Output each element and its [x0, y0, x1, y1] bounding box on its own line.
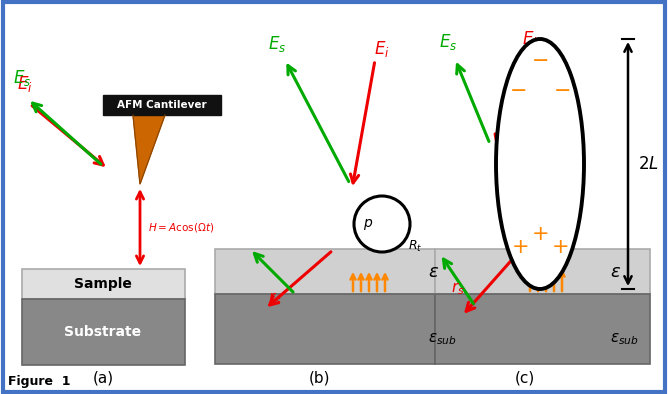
Text: $-$: $-$: [510, 79, 526, 99]
Text: $E_s$: $E_s$: [268, 34, 286, 54]
Text: (c): (c): [515, 370, 535, 385]
Text: $+$: $+$: [551, 237, 568, 257]
Text: $r_s$: $r_s$: [269, 291, 282, 307]
Text: $E_i$: $E_i$: [17, 74, 33, 94]
Bar: [435, 294, 650, 364]
Text: $-$: $-$: [553, 79, 570, 99]
Text: $E_i$: $E_i$: [522, 29, 538, 49]
Text: $R_t$: $R_t$: [408, 238, 422, 254]
Text: (a): (a): [92, 370, 114, 385]
Text: $\epsilon_{sub}$: $\epsilon_{sub}$: [428, 331, 457, 347]
Text: $r_s$: $r_s$: [451, 281, 465, 297]
Text: $2L$: $2L$: [638, 155, 659, 173]
Text: $+$: $+$: [531, 224, 548, 244]
Bar: [215, 249, 435, 294]
Ellipse shape: [496, 39, 584, 289]
Bar: [103, 95, 221, 115]
Bar: [22, 269, 185, 299]
Text: $\epsilon_{sub}$: $\epsilon_{sub}$: [610, 331, 639, 347]
Text: Sample: Sample: [74, 277, 132, 291]
Text: $E_s$: $E_s$: [439, 32, 457, 52]
Polygon shape: [133, 115, 165, 184]
Text: $\epsilon$: $\epsilon$: [428, 263, 439, 281]
Text: $-$: $-$: [531, 49, 548, 69]
Text: $+$: $+$: [511, 237, 528, 257]
Bar: [215, 294, 435, 364]
Text: Substrate: Substrate: [64, 325, 142, 339]
Text: $E_i$: $E_i$: [374, 39, 390, 59]
Text: Figure  1: Figure 1: [8, 375, 71, 388]
Circle shape: [354, 196, 410, 252]
Bar: [435, 249, 650, 294]
Text: $\epsilon$: $\epsilon$: [610, 263, 621, 281]
Text: AFM Cantilever: AFM Cantilever: [117, 100, 207, 110]
Bar: [22, 299, 185, 365]
Text: $H=A\cos(\Omega t)$: $H=A\cos(\Omega t)$: [148, 221, 214, 234]
Text: $p$: $p$: [363, 216, 373, 232]
Text: (b): (b): [309, 370, 331, 385]
Text: $E_s$: $E_s$: [13, 68, 31, 88]
